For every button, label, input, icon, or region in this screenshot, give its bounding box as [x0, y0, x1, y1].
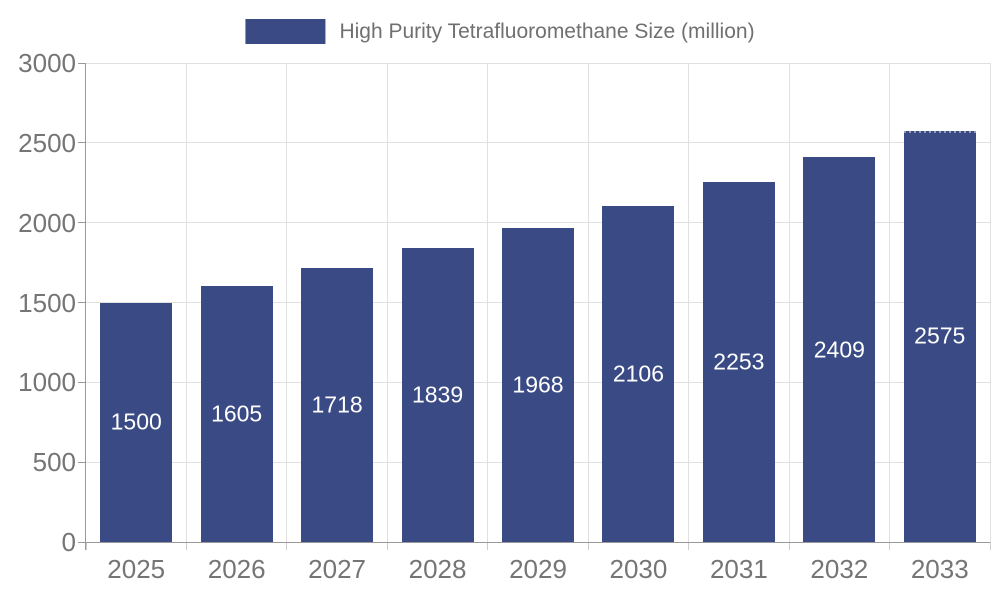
y-axis-tick [78, 461, 86, 463]
x-axis-label: 2027 [308, 554, 367, 584]
x-axis-tick [889, 542, 891, 550]
bar-value-label: 2409 [813, 336, 865, 363]
gridline-vertical [487, 63, 489, 542]
x-axis-tick [587, 542, 589, 550]
x-axis-label: 2029 [509, 554, 567, 584]
bar-value-label: 1968 [512, 371, 564, 398]
y-axis-label: 0 [61, 527, 76, 557]
y-axis-tick [78, 62, 86, 64]
bar-value-label: 1718 [311, 391, 363, 418]
x-axis-tick [989, 542, 991, 550]
y-axis-label: 1000 [18, 367, 76, 398]
gridline-horizontal [86, 142, 990, 144]
gridline-vertical [989, 63, 991, 542]
y-axis-tick [78, 142, 86, 144]
bar[interactable]: 1968 [502, 227, 574, 542]
bar[interactable]: 2409 [803, 157, 876, 542]
y-axis-tick [78, 302, 86, 303]
bar-value-label: 2253 [713, 348, 765, 375]
y-axis-label: 500 [32, 447, 76, 478]
gridline-vertical [386, 63, 388, 542]
y-axis-line [84, 63, 86, 550]
legend-item[interactable]: High Purity Tetrafluoromethane Size (mil… [245, 19, 755, 44]
bar-value-label: 2106 [612, 360, 665, 387]
gridline-vertical [286, 63, 288, 542]
x-axis-label: 2025 [107, 554, 166, 584]
y-axis-label: 2000 [18, 207, 76, 238]
bar-value-label: 1605 [211, 400, 263, 427]
bar-top-dotted-edge [903, 130, 976, 133]
bar-value-label: 1500 [110, 408, 162, 435]
x-axis-tick [85, 542, 87, 550]
y-axis-label: 1500 [18, 287, 76, 318]
y-axis-tick [78, 222, 86, 224]
gridline-vertical [688, 63, 690, 542]
bar[interactable]: 2575 [903, 130, 976, 542]
x-axis-tick [788, 542, 790, 550]
bar-value-label: 2575 [914, 322, 966, 349]
y-axis-label: 3000 [18, 48, 76, 78]
gridline-horizontal [86, 222, 990, 224]
x-axis-tick [386, 542, 388, 550]
x-axis-label: 2030 [609, 554, 668, 584]
gridline-horizontal [86, 62, 990, 64]
y-axis-label: 2500 [18, 127, 76, 158]
gridline-vertical [889, 63, 891, 542]
x-axis-label: 2031 [709, 554, 768, 584]
y-axis-tick [78, 381, 86, 383]
bar-value-label: 1839 [411, 381, 464, 408]
bar[interactable]: 1718 [301, 267, 374, 542]
gridline-vertical [788, 63, 790, 542]
gridline-vertical [587, 63, 589, 542]
bar[interactable]: 1605 [200, 285, 273, 542]
x-axis-tick [185, 542, 187, 550]
gridline-vertical [185, 63, 187, 542]
bar[interactable]: 2106 [602, 205, 675, 542]
legend-label: High Purity Tetrafluoromethane Size (mil… [339, 19, 755, 43]
x-axis-tick [688, 542, 690, 550]
bar[interactable]: 2253 [702, 182, 775, 542]
x-axis-line [86, 541, 990, 543]
x-axis-label: 2032 [810, 554, 869, 584]
bar[interactable]: 1839 [401, 248, 474, 542]
y-axis-tick [78, 541, 86, 543]
x-axis-label: 2028 [408, 554, 467, 584]
bar[interactable]: 1500 [100, 302, 173, 542]
x-axis-label: 2033 [910, 554, 969, 584]
x-axis-label: 2026 [207, 554, 266, 584]
x-axis-tick [487, 542, 489, 550]
x-axis-tick [286, 542, 288, 550]
legend-swatch [245, 19, 326, 44]
